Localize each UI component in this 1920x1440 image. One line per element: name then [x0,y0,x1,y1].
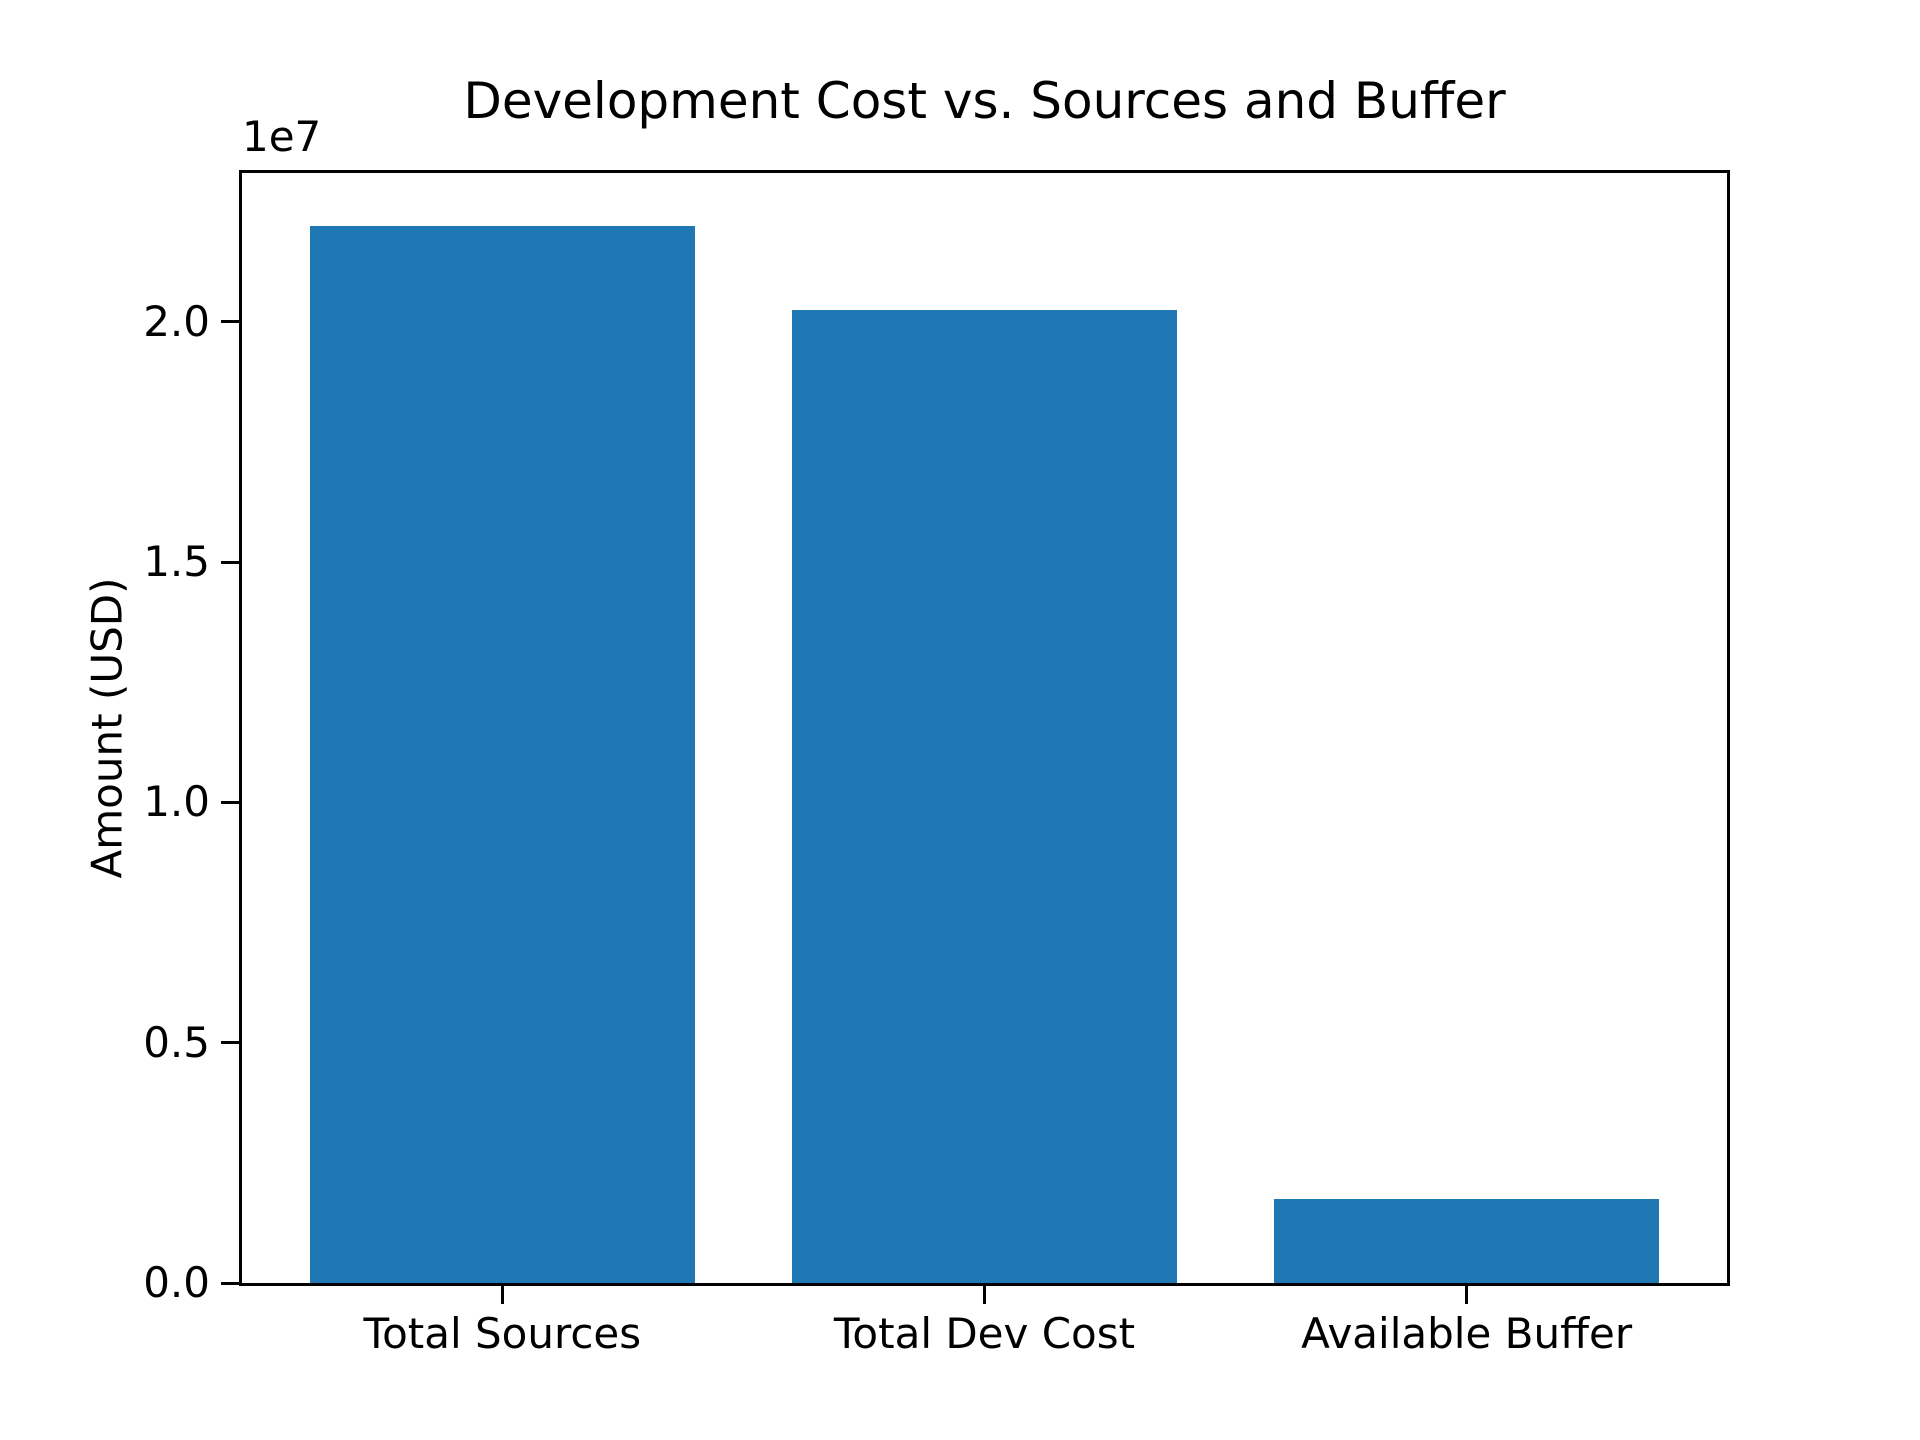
bar-total-dev-cost [791,309,1178,1283]
bar-available-buffer [1273,1198,1660,1283]
plot-area: 0.0 0.5 1.0 1.5 2.0 Total Sources Total Dev Co… [143,170,1730,1355]
y-tick-label: 0.0 [143,1258,210,1307]
x-tick-label: Available Buffer [1301,1309,1633,1358]
y-tick-mark [221,1281,239,1285]
y-axis-offset-text: 1e7 [242,112,322,161]
x-tick-label: Total Dev Cost [833,1309,1136,1358]
y-axis-label: Amount (USD) [82,577,132,879]
x-tick-mark [500,1286,504,1304]
y-tick-mark [221,320,239,324]
y-tick-mark [221,800,239,804]
y-tick-label: 1.5 [143,537,210,587]
y-tick-label: 0.5 [143,1017,210,1067]
x-tick-mark [1465,1286,1469,1304]
y-tick-mark [221,1041,239,1045]
y-tick-mark [221,560,239,564]
bar-total-sources [309,225,696,1283]
x-tick-mark [983,1286,986,1304]
y-tick-label: 1.0 [143,777,210,827]
y-tick-label: 2.0 [143,296,210,346]
chart-title: Development Cost vs. Sources and Buffer [463,72,1506,130]
x-tick-label: Total Sources [363,1309,642,1358]
